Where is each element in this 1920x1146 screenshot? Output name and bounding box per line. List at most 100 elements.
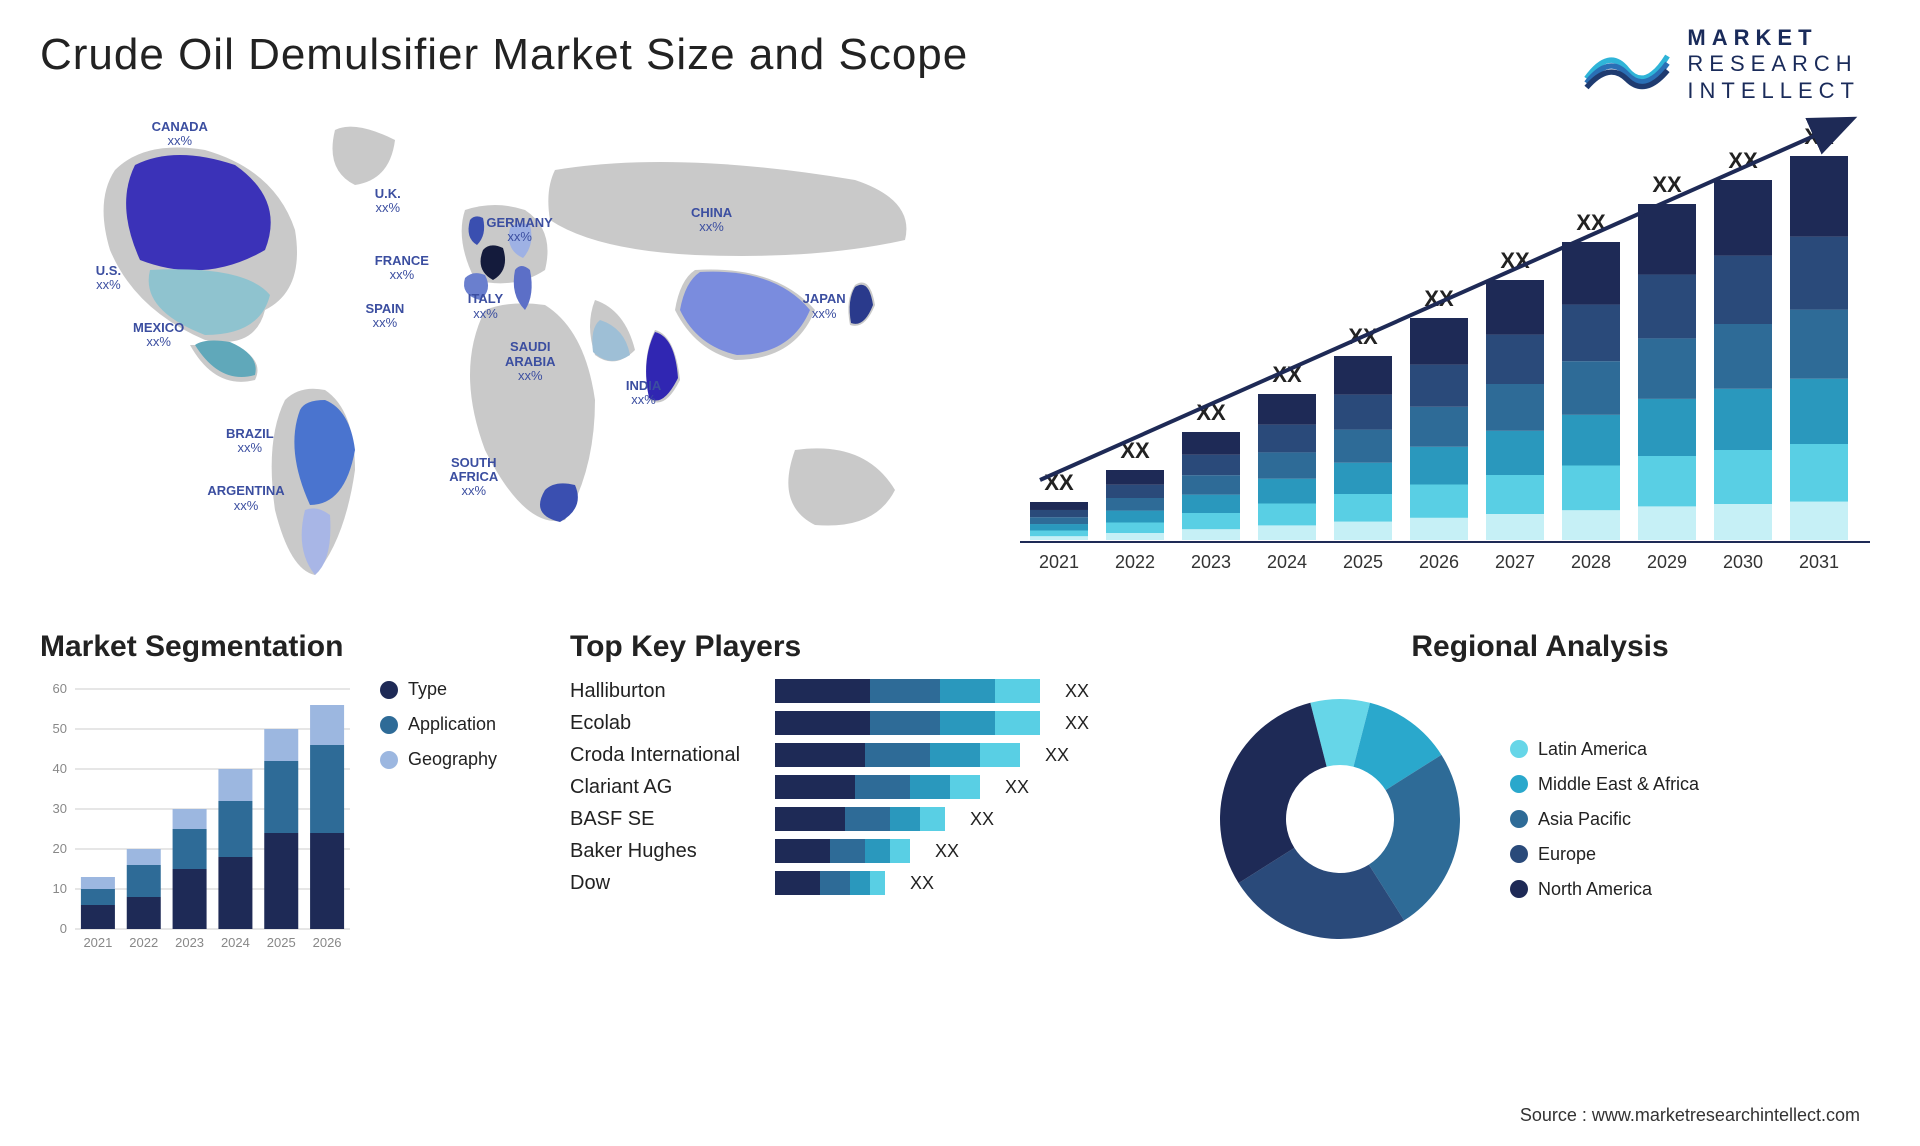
map-label-southafrica: SOUTHAFRICAxx% <box>449 456 498 499</box>
svg-text:60: 60 <box>53 681 67 696</box>
player-value: XX <box>910 873 934 894</box>
player-value: XX <box>1045 745 1069 766</box>
top-key-players: Top Key Players HalliburtonXXEcolabXXCro… <box>570 630 1170 959</box>
growth-bar-segment <box>1334 356 1392 395</box>
growth-bar-segment <box>1486 280 1544 335</box>
seg-bar-segment <box>264 833 298 929</box>
growth-bar-segment <box>1106 511 1164 523</box>
growth-bar-segment <box>1030 502 1088 510</box>
player-value: XX <box>1005 777 1029 798</box>
segmentation-legend: TypeApplicationGeography <box>380 679 497 959</box>
map-label-italy: ITALYxx% <box>468 292 503 321</box>
growth-bar-year: 2021 <box>1039 552 1079 572</box>
growth-bar-segment <box>1638 204 1696 275</box>
growth-bar-year: 2024 <box>1267 552 1307 572</box>
source-attribution: Source : www.marketresearchintellect.com <box>1520 1105 1860 1126</box>
player-bar <box>775 775 980 799</box>
growth-bar-segment <box>1638 275 1696 339</box>
growth-bar-segment <box>1106 523 1164 534</box>
players-title: Top Key Players <box>570 630 1170 664</box>
svg-text:2025: 2025 <box>267 935 296 950</box>
svg-text:2026: 2026 <box>313 935 342 950</box>
regional-legend-item: North America <box>1510 879 1699 900</box>
player-value: XX <box>1065 713 1089 734</box>
growth-bar-segment <box>1714 450 1772 504</box>
regional-analysis: Regional Analysis Latin AmericaMiddle Ea… <box>1200 630 1880 959</box>
player-row: HalliburtonXX <box>570 679 1170 703</box>
growth-bar-segment <box>1638 338 1696 398</box>
seg-bar-segment <box>127 865 161 897</box>
growth-bar-segment <box>1638 399 1696 456</box>
svg-text:2023: 2023 <box>175 935 204 950</box>
growth-bar-segment <box>1182 495 1240 513</box>
player-bar <box>775 711 1040 735</box>
growth-bar-segment <box>1258 394 1316 425</box>
player-bar <box>775 871 885 895</box>
svg-text:2024: 2024 <box>221 935 250 950</box>
world-map: CANADAxx%U.S.xx%MEXICOxx%BRAZILxx%ARGENT… <box>40 110 970 590</box>
player-row: DowXX <box>570 871 1170 895</box>
growth-bar-segment <box>1790 444 1848 502</box>
seg-bar-segment <box>218 857 252 929</box>
seg-bar-segment <box>81 889 115 905</box>
growth-bar-segment <box>1334 494 1392 522</box>
growth-bar-segment <box>1790 237 1848 310</box>
growth-bar-segment <box>1562 361 1620 415</box>
market-segmentation: Market Segmentation 01020304050602021202… <box>40 630 540 959</box>
growth-bar-segment <box>1486 514 1544 540</box>
player-name: Croda International <box>570 744 760 767</box>
player-name: BASF SE <box>570 808 760 831</box>
growth-bar-year: 2028 <box>1571 552 1611 572</box>
regional-legend-item: Middle East & Africa <box>1510 774 1699 795</box>
growth-bar-segment <box>1486 384 1544 431</box>
seg-bar-segment <box>173 869 207 929</box>
map-label-spain: SPAINxx% <box>366 302 405 331</box>
growth-bar-year: 2027 <box>1495 552 1535 572</box>
player-row: Ecolab XX <box>570 711 1170 735</box>
growth-bar-segment <box>1182 432 1240 455</box>
seg-bar-segment <box>127 849 161 865</box>
player-name: Baker Hughes <box>570 840 760 863</box>
growth-bar-segment <box>1638 456 1696 506</box>
svg-text:50: 50 <box>53 721 67 736</box>
growth-bar-segment <box>1486 475 1544 514</box>
growth-bar-year: 2031 <box>1799 552 1839 572</box>
seg-bar-segment <box>310 745 344 833</box>
regional-legend-item: Asia Pacific <box>1510 809 1699 830</box>
growth-bar-segment <box>1562 510 1620 540</box>
svg-text:40: 40 <box>53 761 67 776</box>
map-label-canada: CANADAxx% <box>152 120 208 149</box>
player-row: BASF SE XX <box>570 807 1170 831</box>
growth-bar-segment <box>1030 531 1088 537</box>
growth-bar-segment <box>1258 479 1316 504</box>
growth-bar-year: 2022 <box>1115 552 1155 572</box>
growth-bar-segment <box>1714 324 1772 389</box>
regional-legend-item: Europe <box>1510 844 1699 865</box>
brand-logo: MARKET RESEARCH INTELLECT <box>1582 25 1860 104</box>
growth-bar-year: 2023 <box>1191 552 1231 572</box>
player-bar <box>775 679 1040 703</box>
growth-bar-segment <box>1106 533 1164 540</box>
regional-legend: Latin AmericaMiddle East & AfricaAsia Pa… <box>1510 739 1699 900</box>
seg-bar-segment <box>81 905 115 929</box>
player-name: Halliburton <box>570 680 760 703</box>
growth-bar-segment <box>1410 365 1468 407</box>
player-name: Clariant AG <box>570 776 760 799</box>
growth-bar-year: 2029 <box>1647 552 1687 572</box>
player-name: Ecolab <box>570 712 760 735</box>
growth-bar-segment <box>1714 389 1772 450</box>
growth-bar-segment <box>1562 305 1620 362</box>
growth-bar-value: XX <box>1652 172 1682 197</box>
seg-bar-segment <box>81 877 115 889</box>
segmentation-chart: 0102030405060202120222023202420252026 <box>40 679 360 959</box>
player-value: XX <box>970 809 994 830</box>
map-label-uk: U.K.xx% <box>375 187 401 216</box>
map-label-saudi: SAUDIARABIAxx% <box>505 340 556 383</box>
growth-bar-segment <box>1258 425 1316 453</box>
growth-bar-segment <box>1790 379 1848 444</box>
growth-bar-segment <box>1790 156 1848 237</box>
map-label-mexico: MEXICOxx% <box>133 321 184 350</box>
growth-bar-segment <box>1638 506 1696 540</box>
growth-bar-segment <box>1790 310 1848 379</box>
growth-bar-segment <box>1714 180 1772 256</box>
